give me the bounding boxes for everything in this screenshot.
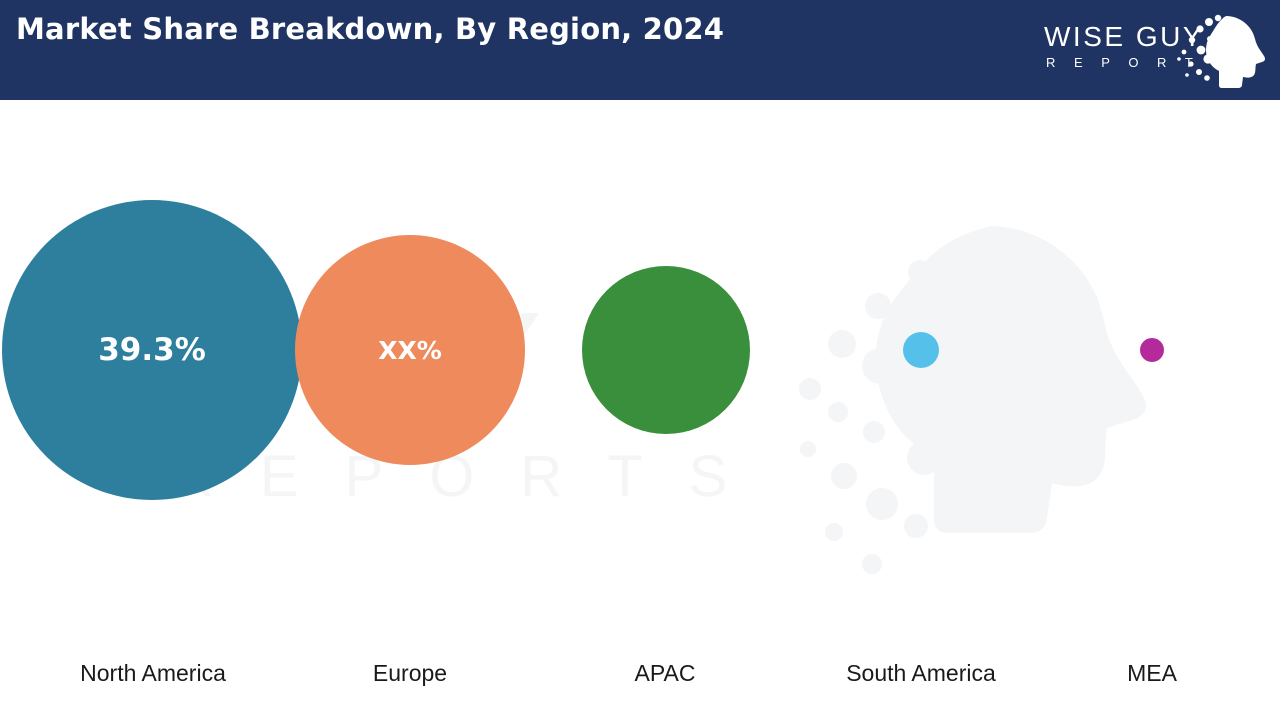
head-profile-dots-icon [1177,14,1266,88]
bubble-europe[interactable]: XX% [295,235,525,465]
category-label-europe: Europe [372,660,448,686]
page-title: Market Share Breakdown, By Region, 2024 [16,12,725,46]
logo-subword: R E P O R T S [1046,55,1228,70]
chart-plot-area: GUY REPORTS 39.3% [0,100,1280,720]
bubble-north-america[interactable]: 39.3% [2,200,302,500]
category-label-south-america: South America [846,660,996,686]
bubble-label-north-america: 39.3% [98,331,206,368]
header-band: Market Share Breakdown, By Region, 2024 … [0,0,1280,100]
bubble-apac[interactable] [582,266,750,434]
category-label-north-america: North America [80,660,226,686]
watermark-head-profile-icon [799,226,1147,574]
category-label-mea: MEA [1127,660,1177,686]
watermark-subword: REPORTS [172,444,774,509]
bubble-mea[interactable] [1140,338,1164,362]
bubble-south-america[interactable] [903,332,939,368]
bubble-label-europe: XX% [378,335,442,365]
category-axis: North America Europe APAC South America … [0,660,1280,720]
brand-logo: WISE GUY R E P O R T S [1036,10,1266,90]
category-label-apac: APAC [634,660,696,686]
logo-wordmark: WISE GUY [1044,21,1205,52]
